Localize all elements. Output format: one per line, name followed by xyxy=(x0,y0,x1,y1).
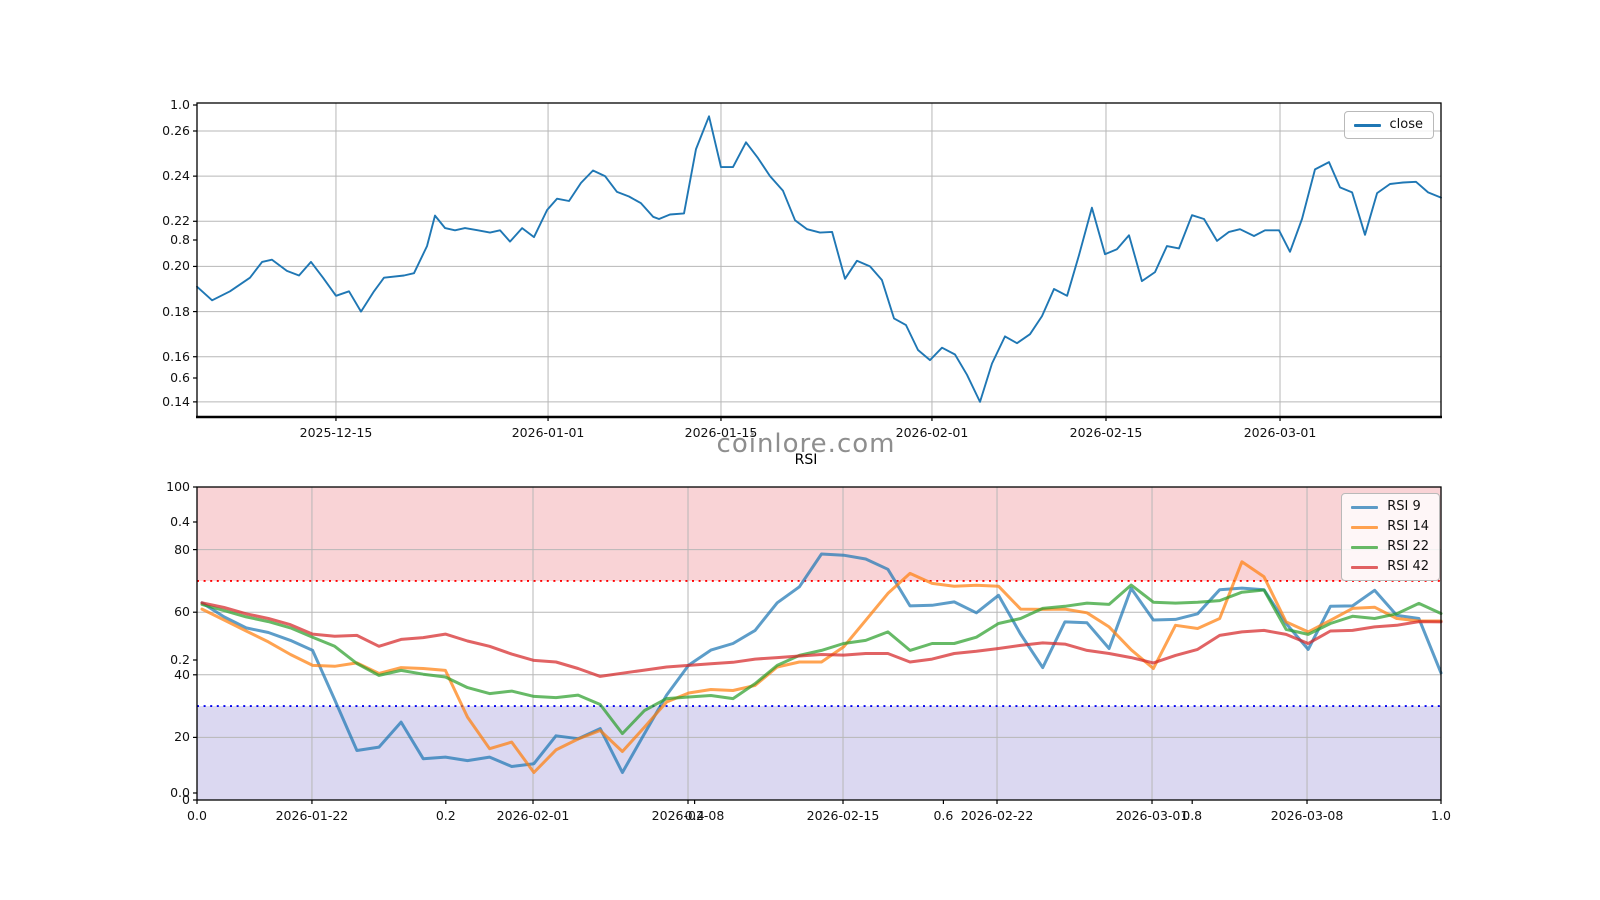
tick-label: 0.0 xyxy=(187,808,207,823)
series-rsi-42 xyxy=(200,601,1443,678)
tick-label: 0.22 xyxy=(162,213,190,229)
legend-line-swatch xyxy=(1351,545,1379,549)
tick-label: 0 xyxy=(182,792,190,807)
legend-item: RSI 14 xyxy=(1351,519,1429,535)
legend-label: RSI 22 xyxy=(1387,539,1429,554)
legend-label: close xyxy=(1389,117,1423,132)
tick-label: 2026-01-01 xyxy=(511,425,585,440)
tick-label: 0.20 xyxy=(162,258,190,274)
tick-label: 0.8 xyxy=(170,231,190,247)
tick-label: 2026-02-22 xyxy=(960,808,1034,823)
overbought-band xyxy=(197,487,1441,581)
legend-item: close xyxy=(1353,117,1423,133)
tick-label: 0.0 xyxy=(170,784,190,800)
tick-label: 0.24 xyxy=(162,168,190,184)
tick-label: 0.6 xyxy=(933,808,954,823)
tick-label: 2026-01-15 xyxy=(684,425,758,440)
series-rsi-22 xyxy=(200,583,1443,736)
tick-label: 2026-02-08 xyxy=(651,808,725,823)
rsi-legend: RSI 9 RSI 14 RSI 22 RSI 42 xyxy=(1341,493,1440,581)
tick-label: 2026-02-15 xyxy=(806,808,880,823)
legend-line-swatch xyxy=(1351,565,1379,569)
legend-item: RSI 22 xyxy=(1351,539,1429,555)
tick-label: 1.0 xyxy=(1431,808,1451,823)
tick-label: 100 xyxy=(166,479,190,494)
legend-item: RSI 42 xyxy=(1351,559,1429,575)
tick-label: 0.14 xyxy=(162,393,190,409)
tick-label: 2026-02-01 xyxy=(895,425,969,440)
legend-item: RSI 9 xyxy=(1351,499,1429,515)
oversold-band xyxy=(197,706,1441,800)
tick-label: 2026-03-01 xyxy=(1243,425,1317,440)
tick-label: 1.0 xyxy=(170,97,190,112)
close-legend: close xyxy=(1343,111,1434,139)
tick-label: 2026-02-15 xyxy=(1069,425,1143,440)
legend-line-swatch xyxy=(1351,525,1379,529)
legend-label: RSI 42 xyxy=(1387,559,1429,574)
tick-label: 0.4 xyxy=(684,808,705,823)
tick-label: 0.2 xyxy=(435,808,456,823)
tick-label: 80 xyxy=(174,541,190,557)
tick-label: 2026-03-01 xyxy=(1115,808,1189,823)
series-rsi-9 xyxy=(200,552,1443,774)
tick-label: 0.8 xyxy=(1182,808,1203,823)
tick-label: 60 xyxy=(174,604,190,620)
legend-label: RSI 14 xyxy=(1387,519,1429,534)
tick-label: 2025-12-15 xyxy=(299,425,373,440)
tick-label: 2026-03-08 xyxy=(1270,808,1344,823)
tick-label: 20 xyxy=(174,729,190,745)
tick-label: 0.16 xyxy=(162,348,190,364)
series-rsi-14 xyxy=(200,560,1443,774)
watermark: coinlore.com xyxy=(716,429,896,459)
tick-label: 0.6 xyxy=(170,370,190,385)
tick-label: 0.26 xyxy=(162,122,190,138)
tick-label: 0.4 xyxy=(170,513,190,529)
tick-label: 2026-01-22 xyxy=(275,808,349,823)
tick-label: 0.2 xyxy=(170,651,190,667)
tick-label: 2026-02-01 xyxy=(496,808,570,823)
tick-label: 0.18 xyxy=(162,303,190,319)
legend-line-swatch xyxy=(1351,505,1379,509)
legend-line-swatch xyxy=(1353,123,1381,127)
series-close xyxy=(196,115,1442,403)
tick-label: 40 xyxy=(174,666,190,682)
legend-label: RSI 9 xyxy=(1387,499,1421,514)
rsi-chart-title: RSI xyxy=(794,452,818,468)
